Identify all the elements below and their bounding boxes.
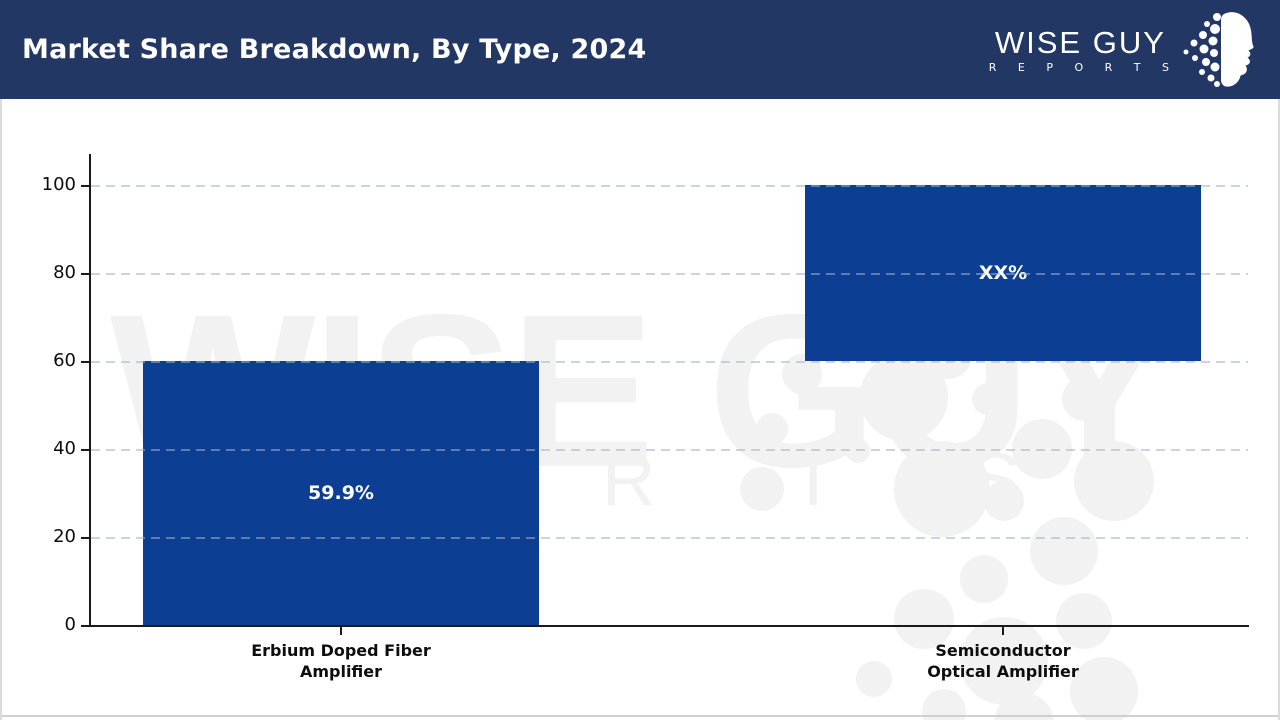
logo-name-text: WISE GUY bbox=[994, 24, 1166, 60]
logo-wordmark: WISE GUY R E P O R T S bbox=[983, 24, 1178, 74]
y-tick-mark bbox=[81, 449, 89, 451]
gridline-100 bbox=[91, 185, 1248, 187]
y-tick-label-60: 60 bbox=[53, 350, 76, 371]
bar-erbium-doped-fiber-amplifier: 59.9% bbox=[143, 361, 539, 625]
x-tick-mark bbox=[340, 627, 342, 635]
category-label-line: Erbium Doped Fiber bbox=[251, 641, 431, 660]
gridline-40 bbox=[91, 449, 1248, 451]
y-tick-mark bbox=[81, 537, 89, 539]
x-tick-mark bbox=[1002, 627, 1004, 635]
x-category-label-semiconductor: Semiconductor Optical Amplifier bbox=[833, 640, 1173, 682]
bar-value-label: 59.9% bbox=[308, 482, 374, 504]
gridline-80 bbox=[91, 273, 1248, 275]
y-tick-mark bbox=[81, 625, 89, 627]
x-axis-line bbox=[89, 625, 1249, 627]
y-tick-mark bbox=[81, 185, 89, 187]
y-tick-label-0: 0 bbox=[64, 614, 76, 635]
category-label-line: Semiconductor bbox=[935, 641, 1071, 660]
logo-subtitle-text: R E P O R T S bbox=[988, 60, 1178, 74]
chart-area: WISE GUY R T S bbox=[0, 99, 1280, 720]
gridline-20 bbox=[91, 537, 1248, 539]
y-tick-label-20: 20 bbox=[53, 526, 76, 547]
brand-logo: WISE GUY R E P O R T S bbox=[983, 9, 1254, 91]
y-tick-mark bbox=[81, 273, 89, 275]
x-category-label-erbium: Erbium Doped Fiber Amplifier bbox=[171, 640, 511, 682]
y-tick-label-100: 100 bbox=[41, 174, 76, 195]
header: Market Share Breakdown, By Type, 2024 WI… bbox=[0, 0, 1280, 99]
category-label-line: Amplifier bbox=[299, 662, 383, 681]
y-tick-label-40: 40 bbox=[53, 438, 76, 459]
gridline-60 bbox=[91, 361, 1248, 363]
y-tick-mark bbox=[81, 361, 89, 363]
y-tick-label-80: 80 bbox=[53, 262, 76, 283]
y-axis-line bbox=[89, 154, 91, 627]
page-bottom-border bbox=[2, 715, 1278, 717]
page-title: Market Share Breakdown, By Type, 2024 bbox=[22, 34, 647, 65]
logo-face-icon bbox=[1183, 11, 1254, 87]
category-label-line: Optical Amplifier bbox=[927, 662, 1079, 681]
